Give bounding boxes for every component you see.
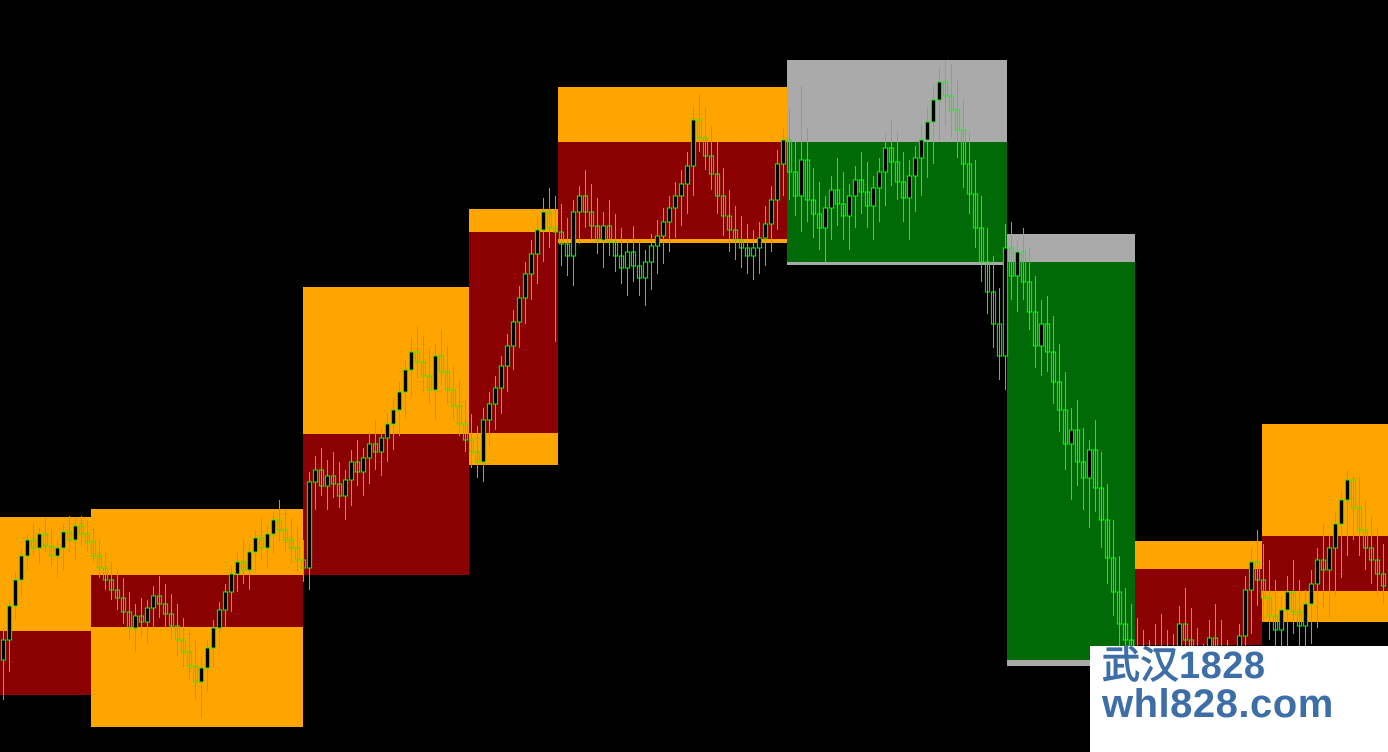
candlestick bbox=[990, 256, 997, 348]
zone-6-green bbox=[787, 142, 1007, 262]
zone-7-green bbox=[1007, 262, 1135, 660]
zone-8-red bbox=[1135, 569, 1262, 645]
candlestick bbox=[642, 250, 649, 306]
candlestick bbox=[624, 240, 631, 296]
zone-1-red bbox=[0, 631, 91, 695]
candlestick bbox=[636, 240, 643, 296]
watermark-line-2: whl828.com bbox=[1102, 682, 1334, 727]
zone-2-red bbox=[91, 575, 303, 627]
zone-5-red bbox=[558, 142, 787, 239]
zone-3-red bbox=[303, 434, 469, 575]
watermark-line-1: 武汉1828 bbox=[1102, 645, 1266, 687]
zone-4-red bbox=[469, 232, 558, 433]
zone-9-orange bbox=[1262, 424, 1388, 622]
zone-9-red bbox=[1262, 536, 1388, 591]
candlestick bbox=[996, 288, 1003, 380]
watermark: 武汉1828 whl828.com bbox=[1090, 646, 1388, 752]
